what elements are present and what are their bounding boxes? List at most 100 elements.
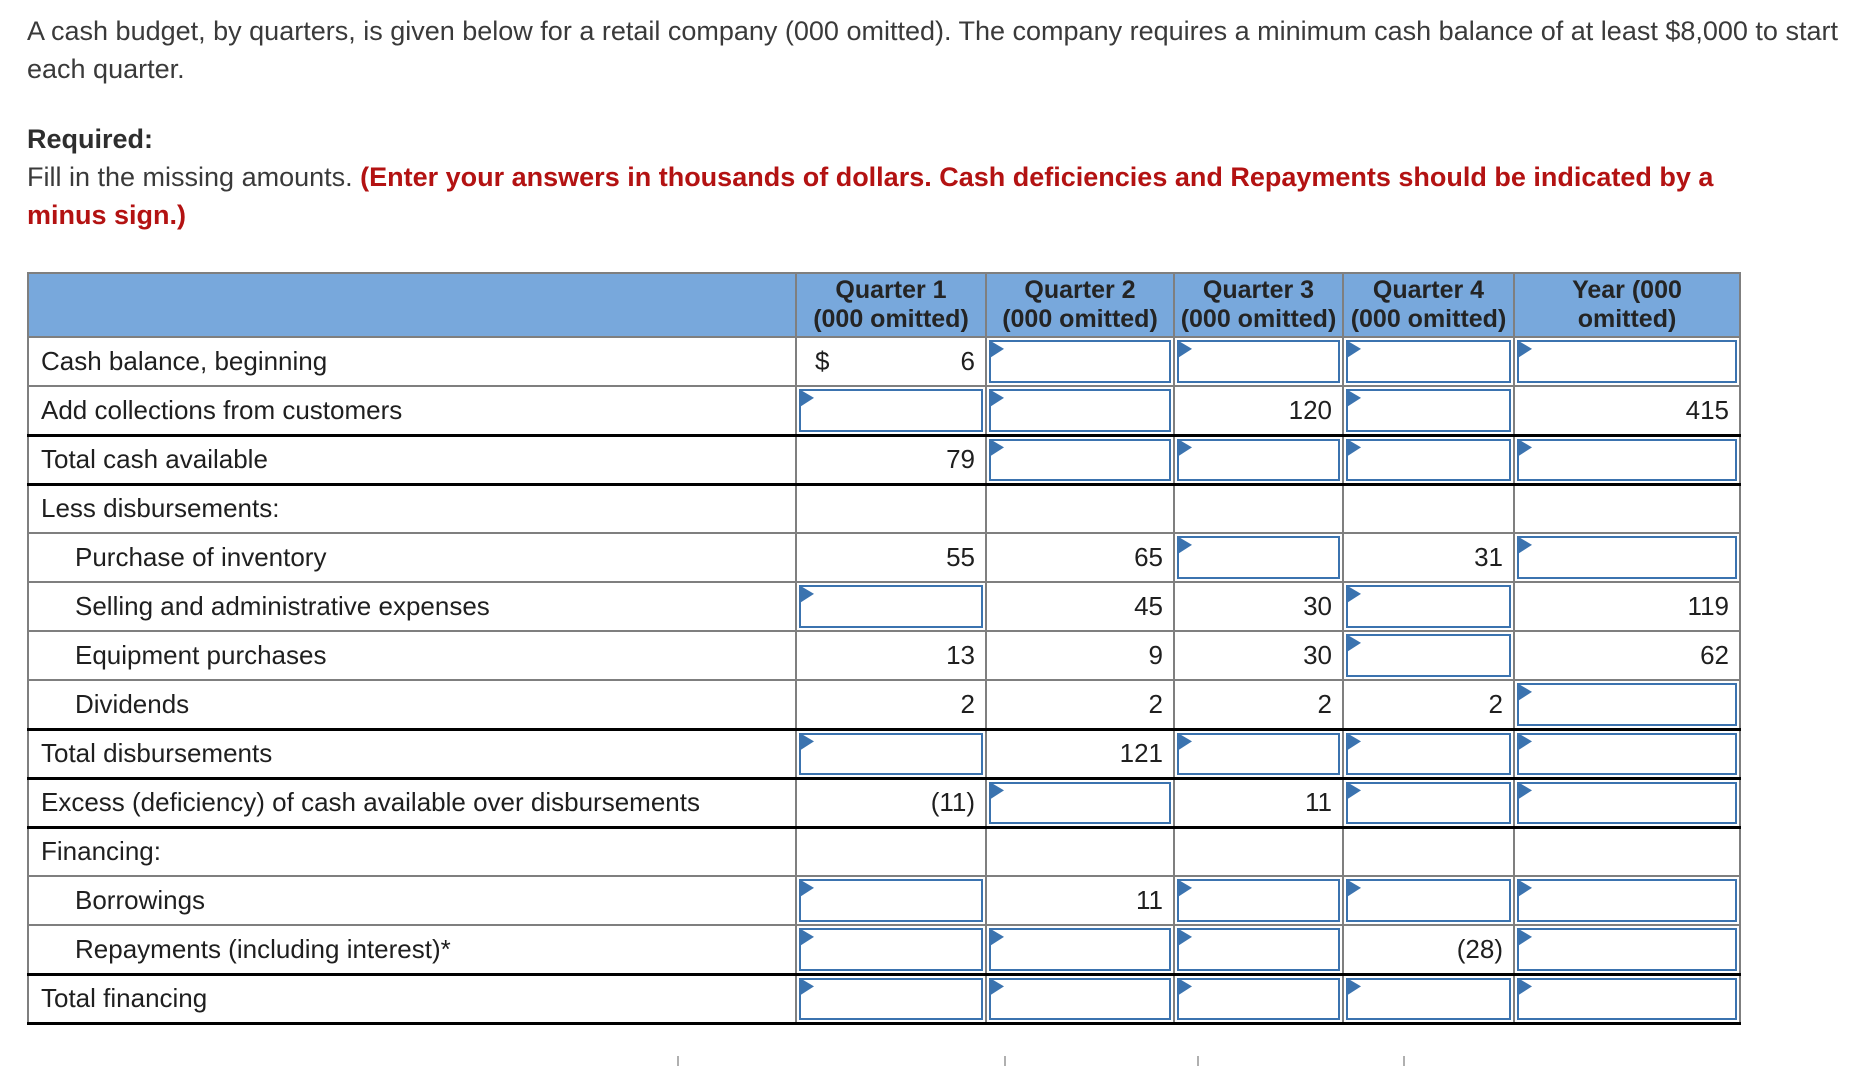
static-amount: 2 [1488, 688, 1503, 719]
amount-input[interactable] [1517, 683, 1737, 726]
column-header-line2: (000 omitted) [1002, 305, 1158, 333]
empty-cell [985, 483, 1175, 534]
input-flag-icon [1177, 340, 1192, 359]
amount-input[interactable] [1177, 879, 1340, 922]
empty-cell [1173, 483, 1344, 534]
empty-cell [985, 826, 1175, 877]
amount-input[interactable] [989, 340, 1171, 383]
table-row: Add collections from customers 120 415 [27, 385, 1741, 436]
input-flag-icon [1517, 340, 1532, 359]
cell-q2 [985, 336, 1175, 387]
column-header-q2: Quarter 2 (000 omitted) [985, 272, 1175, 338]
amount-input[interactable] [1346, 585, 1511, 628]
cell-q2 [985, 972, 1175, 1025]
cell-q1: 79 [795, 433, 987, 486]
table-row: Cash balance, beginning $6 [27, 336, 1741, 387]
amount-input[interactable] [1177, 977, 1340, 1020]
input-flag-icon [1177, 732, 1192, 751]
amount-input[interactable] [1177, 928, 1340, 971]
input-flag-icon [1517, 879, 1532, 898]
amount-input[interactable] [1517, 340, 1737, 383]
cell-q3: 11 [1173, 777, 1344, 829]
row-label: Dividends [27, 679, 797, 730]
amount-input[interactable] [1177, 732, 1340, 775]
cell-year [1513, 875, 1741, 926]
input-flag-icon [1177, 438, 1192, 457]
amount-input[interactable] [1517, 928, 1737, 971]
row-label: Selling and administrative expenses [27, 581, 797, 632]
static-amount: 11 [1305, 787, 1332, 817]
instruction-normal: Fill in the missing amounts. [27, 162, 361, 192]
cell-q4 [1342, 630, 1515, 681]
amount-input[interactable] [1346, 340, 1511, 383]
cell-q3: 30 [1173, 630, 1344, 681]
amount-input[interactable] [799, 928, 983, 971]
static-amount: 30 [1303, 591, 1332, 621]
amount-input[interactable] [1346, 389, 1511, 432]
amount-input[interactable] [989, 928, 1171, 971]
cell-year [1513, 679, 1741, 730]
column-header-q4: Quarter 4 (000 omitted) [1342, 272, 1515, 338]
instruction-emphasis: (Enter your answers in thousands of doll… [27, 162, 1714, 230]
amount-input[interactable] [989, 438, 1171, 481]
amount-input[interactable] [1177, 340, 1340, 383]
input-flag-icon [989, 928, 1004, 947]
amount-input[interactable] [1346, 438, 1511, 481]
cell-year: 119 [1513, 581, 1741, 632]
amount-input[interactable] [1346, 781, 1511, 824]
amount-input[interactable] [1177, 438, 1340, 481]
amount-input[interactable] [1346, 879, 1511, 922]
cell-q3 [1173, 727, 1344, 780]
amount-input[interactable] [799, 389, 983, 432]
table-row: Total financing [27, 972, 1741, 1025]
static-amount: 45 [1134, 591, 1163, 621]
input-flag-icon [799, 732, 814, 751]
static-amount: 11 [1136, 885, 1163, 915]
amount-input[interactable] [1346, 634, 1511, 677]
amount-input[interactable] [989, 781, 1171, 824]
table-row: Total cash available 79 [27, 433, 1741, 486]
amount-input[interactable] [1517, 732, 1737, 775]
cell-q2: 9 [985, 630, 1175, 681]
static-amount: 62 [1700, 640, 1729, 670]
cell-year [1513, 433, 1741, 486]
amount-input[interactable] [1517, 781, 1737, 824]
empty-cell [795, 826, 987, 877]
row-label: Total disbursements [27, 727, 797, 780]
table-row: Excess (deficiency) of cash available ov… [27, 777, 1741, 829]
amount-input[interactable] [1346, 977, 1511, 1020]
amount-input[interactable] [989, 977, 1171, 1020]
amount-input[interactable] [1346, 732, 1511, 775]
amount-input[interactable] [1517, 879, 1737, 922]
amount-input[interactable] [799, 585, 983, 628]
input-flag-icon [1517, 977, 1532, 996]
corner-header [27, 272, 797, 338]
table-continuation-tick [1403, 1056, 1405, 1066]
row-label: Borrowings [27, 875, 797, 926]
amount-input[interactable] [799, 977, 983, 1020]
input-flag-icon [799, 928, 814, 947]
cell-year [1513, 972, 1741, 1025]
row-label: Purchase of inventory [27, 532, 797, 583]
amount-input[interactable] [799, 879, 983, 922]
amount-input[interactable] [1177, 536, 1340, 579]
amount-input[interactable] [799, 732, 983, 775]
table-row: Repayments (including interest)* (28) [27, 924, 1741, 975]
cell-q1: (11) [795, 777, 987, 829]
input-flag-icon [989, 438, 1004, 457]
table-row: Dividends 2 2 2 2 [27, 679, 1741, 730]
currency-symbol: $ [815, 346, 830, 376]
amount-input[interactable] [989, 389, 1171, 432]
empty-cell [1342, 483, 1515, 534]
static-amount: 79 [946, 444, 975, 474]
static-amount: 30 [1303, 640, 1332, 670]
amount-input[interactable] [1517, 438, 1737, 481]
table-body: Cash balance, beginning $6 Add collections… [27, 336, 1741, 1025]
cell-q4 [1342, 727, 1515, 780]
row-label: Equipment purchases [27, 630, 797, 681]
static-amount: 119 [1687, 591, 1729, 621]
input-flag-icon [1517, 781, 1532, 800]
static-amount: 121 [1119, 738, 1163, 768]
amount-input[interactable] [1517, 977, 1737, 1020]
amount-input[interactable] [1517, 536, 1737, 579]
